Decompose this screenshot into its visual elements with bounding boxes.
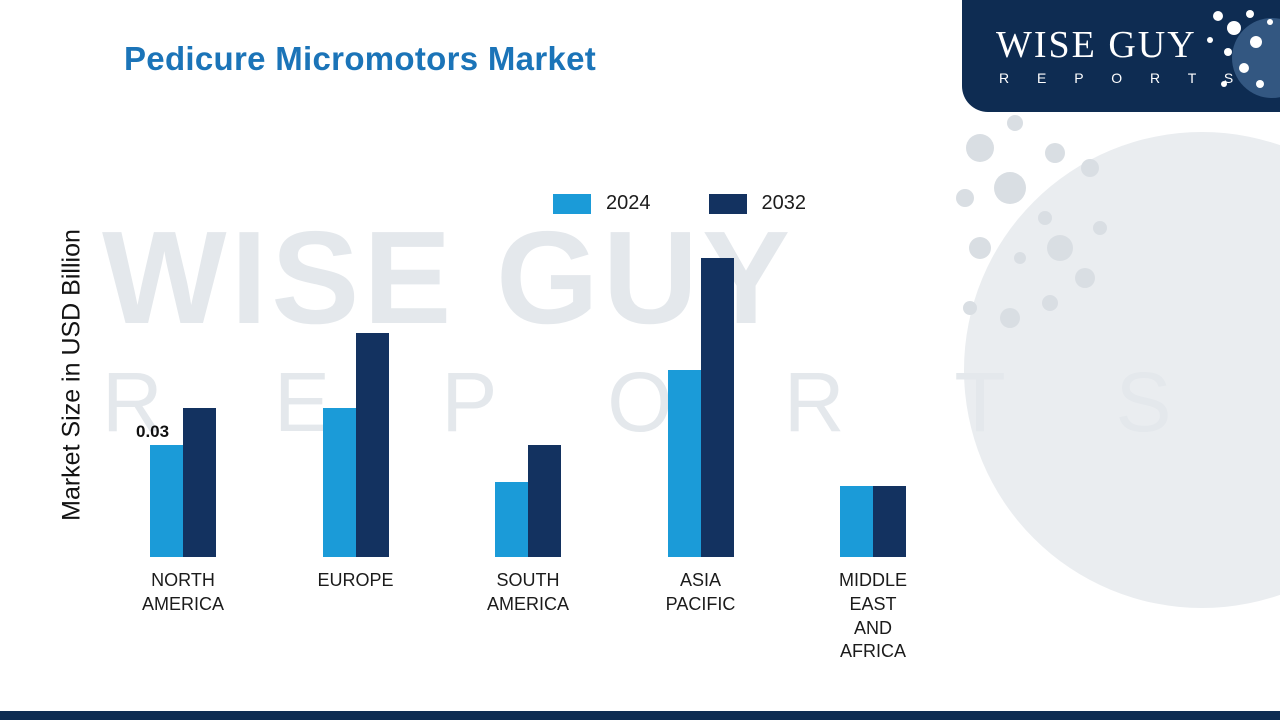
- logo-text: WISE GUY R E P O R T S: [996, 26, 1245, 86]
- category-label: MIDDLE EAST AND AFRICA: [838, 570, 907, 662]
- y-axis-label: Market Size in USD Billion: [57, 229, 86, 521]
- bars: [840, 240, 906, 557]
- category-label: ASIA PACIFIC: [665, 570, 736, 614]
- watermark: WISE GUY R E P O R T S: [102, 212, 1216, 451]
- bar-2024-3: [667, 370, 701, 557]
- bar-2024-4: [840, 486, 873, 557]
- logo: WISE GUY R E P O R T S: [962, 0, 1280, 112]
- logo-wordmark: WISE GUY: [996, 24, 1197, 66]
- bar-2024-0: 0.03: [136, 422, 183, 557]
- legend: 2024 2032: [553, 192, 806, 215]
- bar-2032-3: [700, 258, 734, 557]
- legend-item-2032: 2032: [708, 192, 807, 215]
- logo-face-icon: [1207, 10, 1280, 98]
- bottom-accent-bar: [0, 711, 1280, 720]
- bars: [667, 240, 734, 557]
- category-label: EUROPE: [317, 570, 394, 590]
- face-watermark: [956, 115, 1280, 608]
- category-label: SOUTH AMERICA: [486, 570, 569, 614]
- bar-2032-0: [183, 408, 216, 557]
- watermark-subtext: R E P O R T S: [102, 355, 1216, 449]
- plot-area: 0.03 NORTH AMERICA EUROPE SOUTH AMERICA ASIA…: [110, 240, 946, 670]
- bars: [322, 240, 389, 557]
- legend-item-2024: 2024: [553, 192, 651, 215]
- bar-2032-1: [355, 333, 389, 557]
- bar-group-4: MIDDLE EAST AND AFRICA: [800, 240, 946, 670]
- bar-group-3: ASIA PACIFIC: [628, 240, 774, 670]
- bar-2032-4: [873, 486, 906, 557]
- bars: [495, 240, 561, 557]
- legend-swatch-2032: [708, 193, 747, 214]
- bar-group-0: 0.03 NORTH AMERICA: [110, 240, 256, 670]
- bar-2024-2: [495, 482, 528, 557]
- watermark-wordmark: WISE GUY: [102, 204, 795, 351]
- legend-label: 2024: [606, 192, 651, 214]
- bars: 0.03: [136, 240, 216, 557]
- legend-swatch-2024: [553, 193, 591, 214]
- bar-value-label: 0.03: [136, 422, 170, 441]
- bar-group-1: EUROPE: [283, 240, 429, 670]
- legend-label: 2032: [761, 192, 807, 214]
- bar-2032-2: [528, 445, 561, 557]
- category-label: NORTH AMERICA: [141, 570, 224, 614]
- bar-group-2: SOUTH AMERICA: [455, 240, 601, 670]
- page-title: Pedicure Micromotors Market: [124, 40, 597, 77]
- bar-2024-1: [322, 408, 356, 557]
- logo-subtext: R E P O R T S: [999, 70, 1246, 86]
